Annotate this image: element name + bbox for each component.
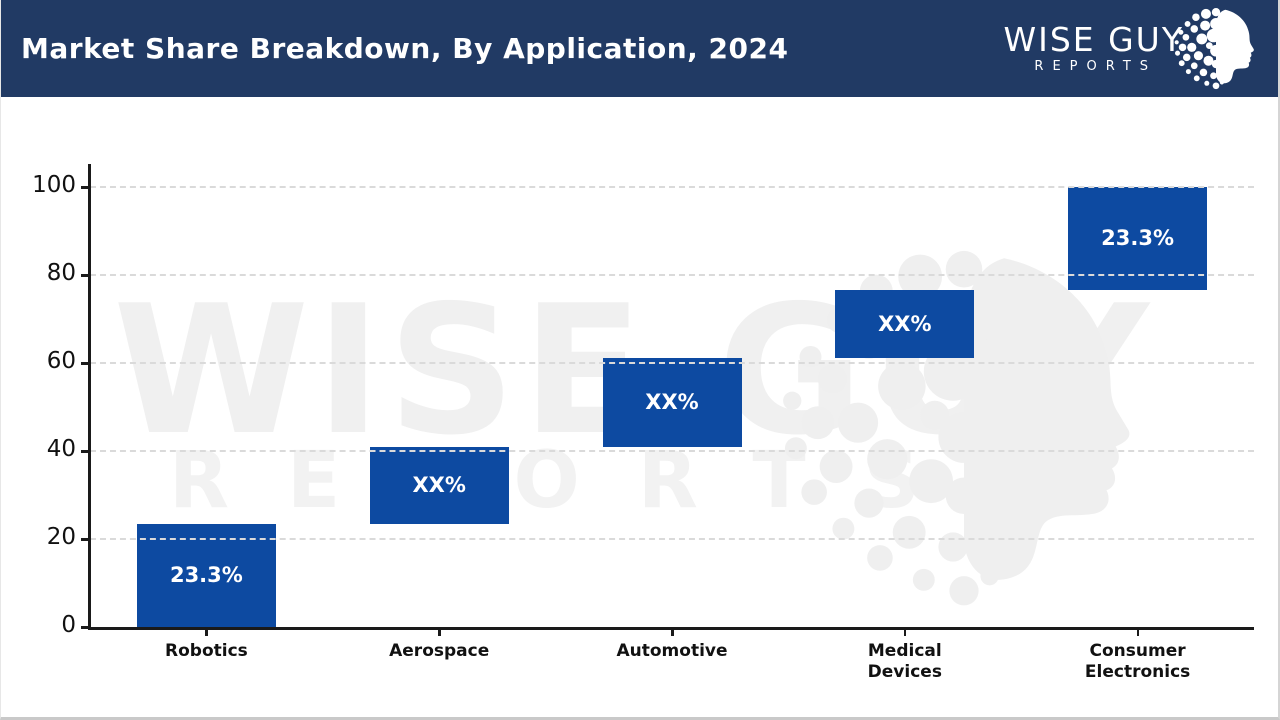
bar-value-label: XX% — [645, 390, 699, 415]
x-category-label: Consumer Electronics — [1084, 641, 1191, 683]
bar-value-label: XX% — [412, 473, 466, 498]
y-tick-mark — [81, 538, 90, 541]
y-tick-label: 60 — [46, 348, 76, 374]
x-category-label: Aerospace — [389, 641, 490, 661]
logo-subtitle: REPORTS — [1034, 59, 1158, 75]
gridline — [90, 538, 1254, 540]
x-category-label: Automotive — [616, 641, 728, 661]
wiseguy-logo: WISE GUY REPORTS — [1003, 7, 1262, 91]
bar-aerospace — [369, 447, 509, 525]
y-tick-label: 100 — [32, 172, 76, 198]
gridline — [90, 450, 1254, 452]
header-bar: Market Share Breakdown, By Application, … — [1, 0, 1278, 97]
gridline — [90, 186, 1254, 188]
x-tick-mark — [1136, 627, 1140, 636]
y-tick-label: 80 — [46, 260, 76, 286]
x-tick-mark — [205, 627, 208, 636]
bar-consumer-electronics — [1068, 187, 1208, 290]
y-tick-mark — [81, 186, 90, 189]
y-tick-mark — [81, 274, 90, 277]
chart-area: WISE GUY REPORTS 02040608010023.3%Roboti… — [1, 97, 1278, 717]
x-tick-mark — [438, 627, 441, 636]
y-tick-mark — [81, 626, 90, 629]
x-tick-mark — [671, 627, 674, 636]
bar-medical-devices — [835, 289, 975, 359]
bar-value-label: XX% — [878, 311, 932, 336]
bar-value-label: 23.3% — [1101, 226, 1175, 250]
logo-text: WISE GUY REPORTS — [1003, 19, 1184, 75]
y-tick-label: 0 — [61, 612, 76, 638]
x-axis-spine — [88, 627, 1254, 630]
y-tick-label: 40 — [46, 436, 76, 462]
bar-robotics — [136, 524, 276, 627]
y-tick-label: 20 — [46, 524, 76, 550]
bar-automotive — [602, 358, 742, 448]
x-tick-mark — [903, 627, 907, 636]
page-title: Market Share Breakdown, By Application, … — [21, 32, 789, 65]
y-tick-mark — [81, 450, 90, 453]
bar-value-label: 23.3% — [169, 563, 243, 588]
gridline — [90, 362, 1254, 364]
x-category-label: Medical Devices — [867, 641, 942, 683]
y-tick-mark — [81, 362, 90, 365]
x-category-label: Robotics — [165, 641, 248, 661]
y-axis-spine — [88, 164, 91, 629]
logo-wordmark: WISE GUY — [1003, 19, 1184, 59]
gridline — [90, 274, 1254, 276]
